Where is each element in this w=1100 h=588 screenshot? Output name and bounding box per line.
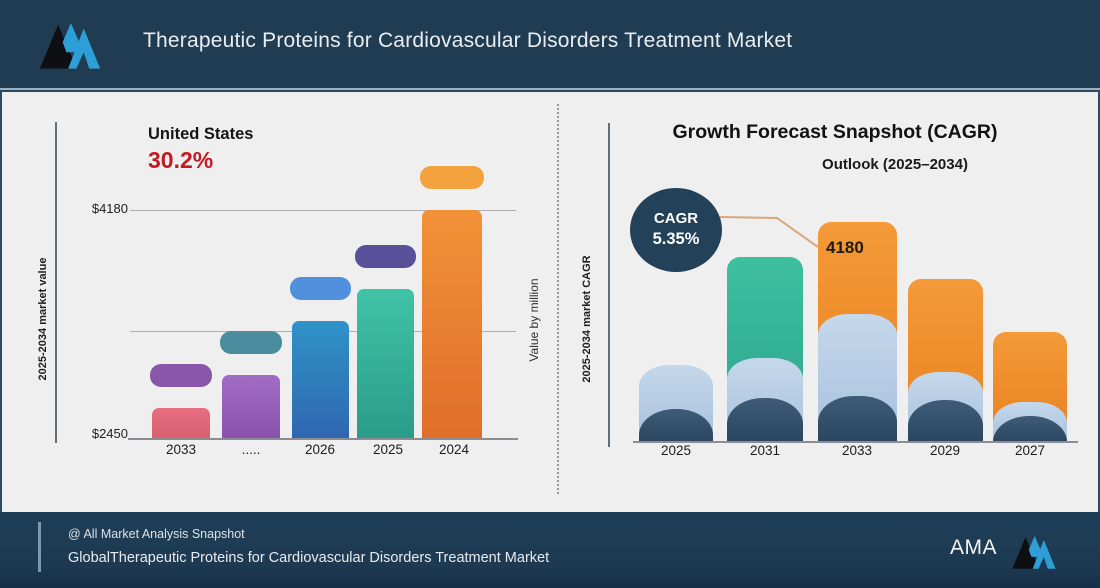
footer-snapshot-text: @ All Market Analysis Snapshot xyxy=(68,527,245,541)
footer-accent-line xyxy=(38,522,41,572)
header: Therapeutic Proteins for Cardiovascular … xyxy=(0,0,1100,90)
footer-brand-text: AMA xyxy=(950,536,998,559)
footer: @ All Market Analysis Snapshot GlobalThe… xyxy=(0,512,1100,588)
page-title: Therapeutic Proteins for Cardiovascular … xyxy=(143,29,793,52)
ama-logo-icon xyxy=(1012,535,1056,569)
ama-logo-icon xyxy=(39,22,101,69)
footer-market-text: GlobalTherapeutic Proteins for Cardiovas… xyxy=(68,550,550,566)
section-divider xyxy=(557,104,559,494)
content-panel xyxy=(2,92,1098,512)
